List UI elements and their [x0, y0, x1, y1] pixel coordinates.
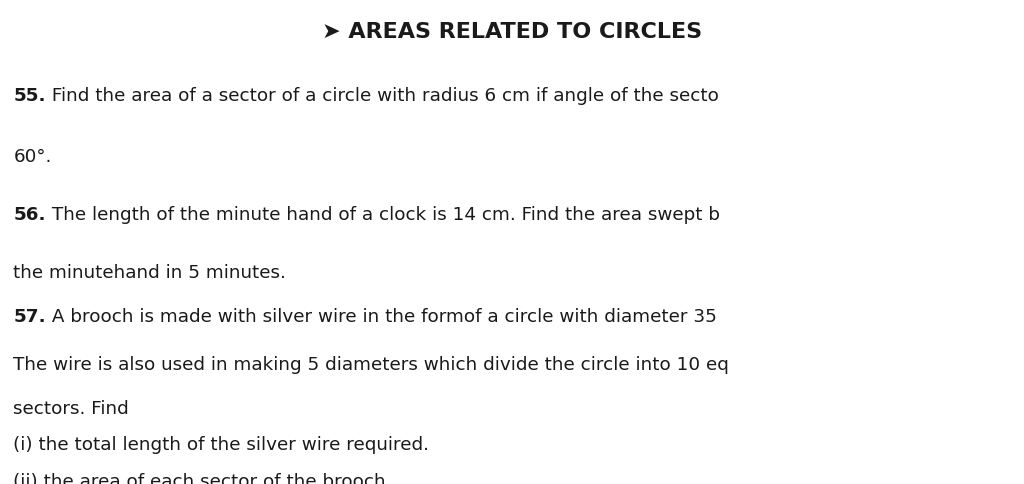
- Text: sectors. Find: sectors. Find: [13, 399, 129, 417]
- Text: ➤ AREAS RELATED TO CIRCLES: ➤ AREAS RELATED TO CIRCLES: [322, 22, 702, 42]
- Text: the minutehand in 5 minutes.: the minutehand in 5 minutes.: [13, 264, 286, 282]
- Text: Find the area of a sector of a circle with radius 6 cm if angle of the secto: Find the area of a sector of a circle wi…: [46, 87, 719, 105]
- Text: A brooch is made with silver wire in the formof a circle with diameter 35: A brooch is made with silver wire in the…: [46, 307, 717, 325]
- Text: 55.: 55.: [13, 87, 46, 105]
- Text: (i) the total length of the silver wire required.: (i) the total length of the silver wire …: [13, 436, 429, 454]
- Text: 56.: 56.: [13, 206, 46, 224]
- Text: The length of the minute hand of a clock is 14 cm. Find the area swept b: The length of the minute hand of a clock…: [46, 206, 720, 224]
- Text: 60°.: 60°.: [13, 148, 51, 166]
- Text: (ii) the area of each sector of the brooch.: (ii) the area of each sector of the broo…: [13, 472, 392, 484]
- Text: 57.: 57.: [13, 307, 46, 325]
- Text: The wire is also used in making 5 diameters which divide the circle into 10 eq: The wire is also used in making 5 diamet…: [13, 356, 729, 374]
